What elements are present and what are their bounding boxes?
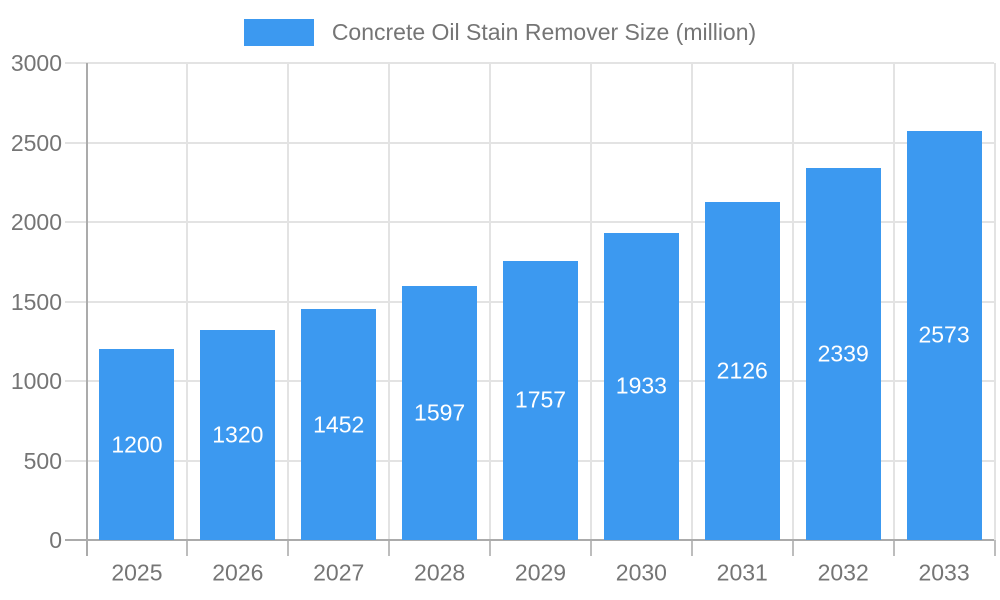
gridline-vertical [186, 63, 189, 540]
x-axis-tick [489, 540, 492, 556]
x-axis-label: 2031 [716, 559, 768, 586]
gridline-vertical [287, 63, 290, 540]
bar-value-label: 1757 [514, 386, 567, 413]
x-axis-label: 2029 [514, 559, 567, 586]
x-axis-tick [993, 540, 996, 556]
x-axis-tick [388, 540, 391, 556]
gridline-vertical [892, 63, 895, 540]
x-axis-tick [690, 540, 693, 556]
bar-value-label: 1597 [414, 399, 466, 426]
gridline-vertical [993, 63, 996, 540]
bar-2027[interactable] [301, 309, 377, 540]
x-axis-label: 2026 [212, 559, 264, 586]
gridline-vertical [388, 63, 391, 540]
gridline-vertical [589, 63, 592, 540]
x-axis-label: 2032 [817, 559, 869, 586]
x-axis-label: 2033 [918, 559, 970, 586]
gridline-vertical [791, 63, 794, 540]
bar-value-label: 1200 [111, 431, 163, 458]
bar-2031[interactable] [704, 201, 780, 540]
y-axis-tick-label: 2000 [10, 209, 62, 235]
gridline-horizontal [65, 62, 994, 64]
x-axis-label: 2027 [313, 559, 365, 586]
bar-value-label: 1452 [313, 411, 365, 438]
bar-value-label: 2339 [817, 340, 869, 367]
x-axis-tick [287, 540, 290, 556]
y-axis-tick-label: 0 [49, 527, 62, 553]
x-axis-tick [791, 540, 794, 556]
bar-2028[interactable] [402, 286, 478, 540]
x-axis-label: 2025 [111, 559, 163, 586]
bar-2026[interactable] [200, 330, 276, 540]
y-axis-tick-label: 1000 [10, 368, 62, 394]
gridline-horizontal [65, 141, 994, 144]
bar-2033[interactable] [906, 130, 982, 540]
x-axis-label: 2030 [615, 559, 667, 586]
bar-2032[interactable] [805, 168, 881, 540]
y-axis-line [86, 63, 88, 556]
gridline-vertical [489, 63, 492, 540]
x-axis-tick [589, 540, 592, 556]
bar-value-label: 1320 [212, 421, 264, 448]
legend-swatch [243, 18, 314, 46]
y-axis-tick-label: 500 [23, 447, 62, 474]
gridline-vertical [690, 63, 693, 540]
legend-label: Concrete Oil Stain Remover Size (million… [331, 18, 757, 45]
x-axis-tick [892, 540, 895, 556]
y-axis-tick-label: 3000 [10, 50, 62, 76]
bar-value-label: 1933 [615, 372, 667, 399]
chart-legend[interactable]: Concrete Oil Stain Remover Size (million… [0, 14, 1000, 50]
bar-2030[interactable] [603, 232, 679, 540]
y-axis-tick-label: 2500 [10, 129, 62, 156]
bar-value-label: 2126 [716, 357, 768, 384]
x-axis-tick [186, 540, 189, 556]
bar-value-label: 2573 [918, 321, 970, 348]
x-axis-label: 2028 [414, 559, 466, 586]
bar-2029[interactable] [503, 260, 578, 540]
y-axis-tick-label: 1500 [10, 288, 62, 315]
